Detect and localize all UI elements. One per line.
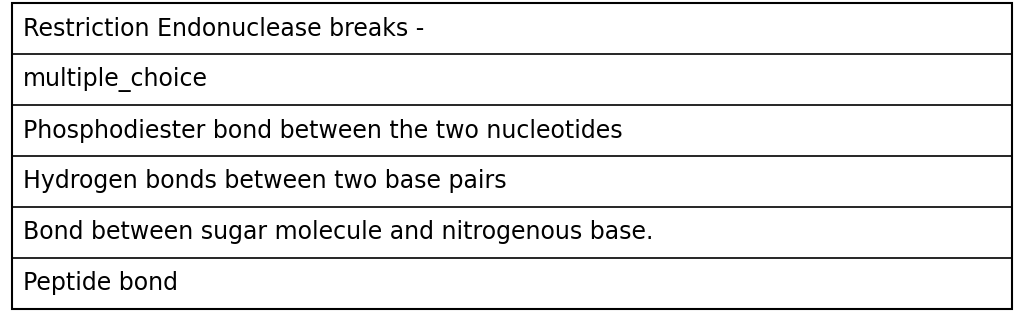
Text: Phosphodiester bond between the two nucleotides: Phosphodiester bond between the two nucl…: [23, 119, 623, 143]
Text: Bond between sugar molecule and nitrogenous base.: Bond between sugar molecule and nitrogen…: [23, 221, 653, 244]
Text: Restriction Endonuclease breaks -: Restriction Endonuclease breaks -: [23, 17, 424, 41]
Text: multiple_choice: multiple_choice: [23, 67, 208, 92]
Text: Peptide bond: Peptide bond: [23, 271, 177, 295]
Text: Hydrogen bonds between two base pairs: Hydrogen bonds between two base pairs: [23, 169, 506, 193]
